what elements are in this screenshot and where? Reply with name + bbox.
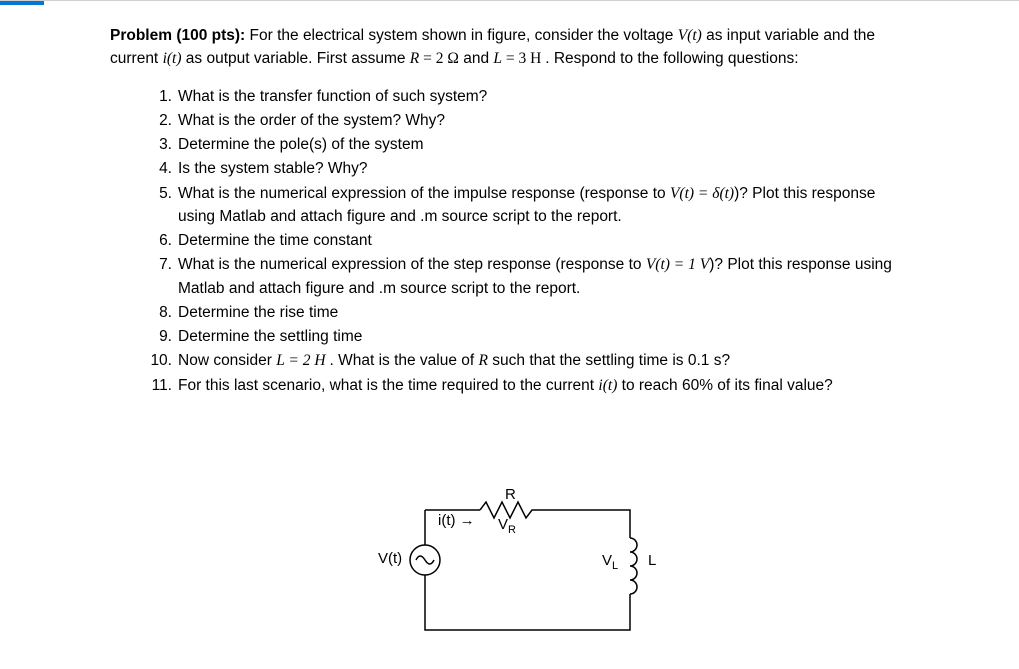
ps-and: and — [459, 50, 493, 67]
q1: 1.What is the transfer function of such … — [150, 85, 909, 108]
q7: 7.What is the numerical expression of th… — [150, 253, 909, 300]
ps-text1: For the electrical system shown in figur… — [250, 27, 678, 44]
Vt-label: V(t) — [378, 550, 402, 567]
q4: 4.Is the system stable? Why? — [150, 157, 909, 180]
q10-var: L = 2 H — [276, 352, 329, 369]
q10: 10.Now consider L = 2 H . What is the va… — [150, 349, 909, 372]
q9: 9.Determine the settling time — [150, 325, 909, 348]
eq1: = 2 Ω — [419, 50, 459, 67]
document-content: Problem (100 pts): For the electrical sy… — [0, 0, 1019, 397]
R-label: R — [505, 486, 516, 503]
q6: 6.Determine the time constant — [150, 229, 909, 252]
circuit-diagram: R VR VL L V(t) i(t) → — [360, 490, 680, 650]
VL-label: VL — [602, 552, 618, 572]
q3: 3.Determine the pole(s) of the system — [150, 133, 909, 156]
problem-statement: Problem (100 pts): For the electrical sy… — [110, 24, 909, 71]
ps-text3: as output variable. First assume — [182, 50, 410, 67]
problem-title: Problem (100 pts): — [110, 27, 250, 44]
eq2: = 3 H — [502, 50, 545, 67]
q2: 2.What is the order of the system? Why? — [150, 109, 909, 132]
q5-var: V(t) = δ(t) — [670, 185, 734, 202]
VR-label: VR — [498, 516, 516, 536]
q7-var: V(t) = 1 V — [646, 256, 709, 273]
q11: 11.For this last scenario, what is the t… — [150, 374, 909, 397]
q11-var: i(t) — [598, 377, 617, 394]
it-label: i(t) → — [438, 512, 475, 529]
ps-outro: . Respond to the following questions: — [545, 50, 798, 67]
questions-list: 1.What is the transfer function of such … — [110, 85, 909, 397]
var-it: i(t) — [163, 50, 182, 67]
q8: 8.Determine the rise time — [150, 301, 909, 324]
q5: 5.What is the numerical expression of th… — [150, 182, 909, 229]
var-L: L — [493, 50, 502, 67]
var-Vt: V(t) — [678, 27, 702, 44]
circuit-svg — [360, 490, 680, 650]
var-R: R — [410, 50, 419, 67]
L-label: L — [648, 552, 656, 569]
blue-tab-indicator — [0, 1, 44, 5]
top-border — [0, 0, 1019, 1]
q10-varR: R — [479, 352, 488, 369]
